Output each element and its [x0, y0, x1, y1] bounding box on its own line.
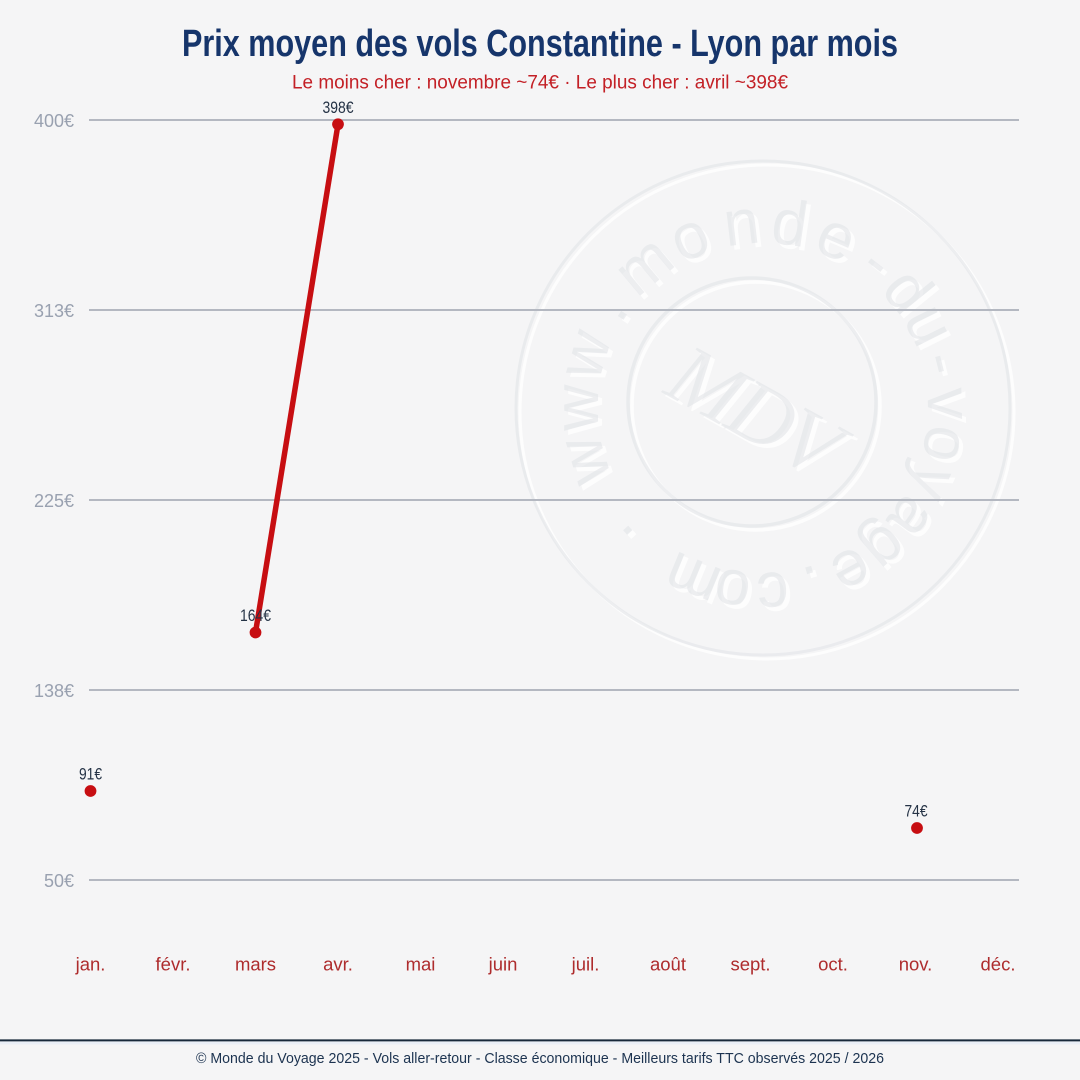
- svg-text:sept.: sept.: [730, 954, 770, 975]
- svg-text:nov.: nov.: [899, 954, 933, 975]
- svg-text:août: août: [650, 954, 686, 975]
- svg-text:juil.: juil.: [571, 954, 600, 975]
- svg-text:oct.: oct.: [818, 954, 848, 975]
- svg-text:91€: 91€: [79, 766, 102, 784]
- svg-text:mai: mai: [406, 954, 436, 975]
- svg-text:févr.: févr.: [156, 954, 191, 975]
- svg-text:138€: 138€: [34, 681, 74, 701]
- svg-text:juin: juin: [488, 954, 518, 975]
- svg-text:398€: 398€: [323, 99, 354, 117]
- svg-text:74€: 74€: [905, 803, 928, 821]
- svg-text:313€: 313€: [34, 301, 74, 321]
- svg-text:© Monde du Voyage 2025 - Vols: © Monde du Voyage 2025 - Vols aller-reto…: [196, 1050, 884, 1067]
- svg-text:mars: mars: [235, 954, 276, 975]
- svg-text:400€: 400€: [34, 111, 74, 131]
- svg-text:Prix moyen des vols Constantin: Prix moyen des vols Constantine - Lyon p…: [182, 23, 898, 65]
- svg-text:Le moins cher : novembre ~74€: Le moins cher : novembre ~74€ · Le plus …: [292, 73, 788, 94]
- svg-text:avr.: avr.: [323, 954, 353, 975]
- svg-text:déc.: déc.: [981, 954, 1016, 975]
- svg-text:225€: 225€: [34, 491, 74, 511]
- svg-text:jan.: jan.: [75, 954, 106, 975]
- svg-text:50€: 50€: [44, 871, 74, 891]
- svg-text:164€: 164€: [240, 607, 271, 625]
